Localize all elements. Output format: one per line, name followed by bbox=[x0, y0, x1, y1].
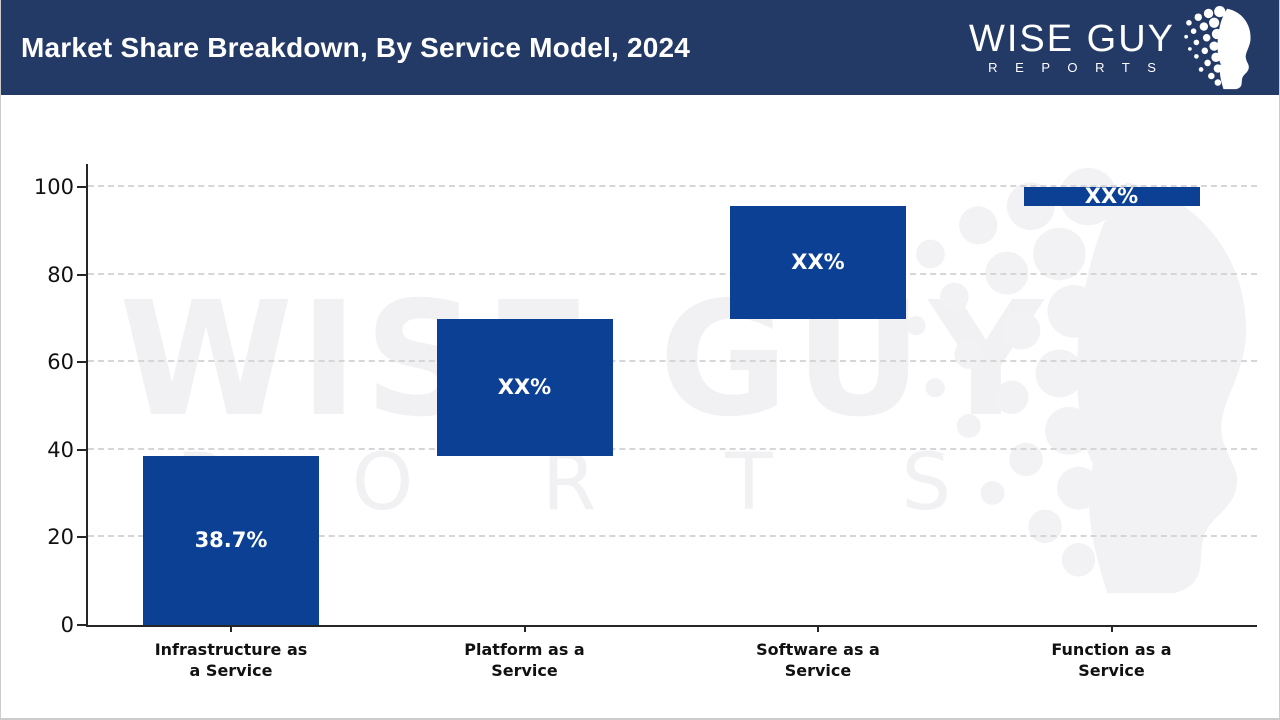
gridline bbox=[88, 185, 1257, 187]
watermark-face-icon bbox=[869, 168, 1269, 602]
gridline bbox=[88, 360, 1257, 363]
logo-subtitle: R E P O R T S bbox=[988, 60, 1163, 75]
bar: XX% bbox=[1023, 184, 1200, 209]
gridline bbox=[88, 272, 1257, 275]
y-tick-mark bbox=[77, 624, 86, 626]
x-tick-mark bbox=[230, 625, 232, 632]
y-axis-tick-label: 0 bbox=[60, 613, 74, 637]
x-axis-category-label: Function as a Service bbox=[1051, 640, 1172, 680]
y-axis-tick-label: 80 bbox=[47, 262, 74, 287]
chart-area: 0 20 40 60 80 100 38.7% Infrastructure as a Ser… bbox=[34, 164, 1257, 680]
y-tick-mark bbox=[77, 361, 86, 364]
y-tick-mark bbox=[77, 448, 86, 451]
y-axis-tick-label: 100 bbox=[33, 175, 74, 199]
logo-name: WISE GUY bbox=[968, 18, 1175, 60]
x-axis-line bbox=[86, 625, 1257, 627]
logo-text: WISE GUY R E P O R T S bbox=[969, 20, 1175, 75]
bar: 38.7% bbox=[143, 455, 319, 625]
y-tick-mark bbox=[77, 186, 86, 188]
page-title: Market Share Breakdown, By Service Model… bbox=[21, 31, 691, 63]
y-tick-mark bbox=[77, 273, 86, 276]
gridline bbox=[88, 447, 1257, 450]
gridline bbox=[88, 535, 1257, 538]
bar-value-label: XX% bbox=[791, 250, 845, 275]
y-axis-tick-label: 40 bbox=[47, 437, 74, 462]
x-axis-category-label: Infrastructure as a Service bbox=[154, 640, 308, 680]
bar-value-label: XX% bbox=[497, 375, 552, 400]
logo-face-icon bbox=[1177, 5, 1255, 90]
y-axis-tick-label: 60 bbox=[47, 350, 74, 375]
y-axis-line bbox=[86, 164, 88, 625]
x-tick-mark bbox=[1110, 625, 1113, 632]
x-axis-category-label: Platform as a Service bbox=[464, 640, 585, 680]
bar-value-label: XX% bbox=[1084, 184, 1139, 209]
header-bar: Market Share Breakdown, By Service Model… bbox=[1, 0, 1279, 95]
bar: XX% bbox=[436, 318, 613, 456]
x-axis-category-label: Software as a Service bbox=[756, 640, 880, 680]
bar-value-label: 38.7% bbox=[194, 528, 268, 553]
bar: XX% bbox=[730, 205, 906, 319]
y-tick-mark bbox=[77, 536, 86, 539]
x-tick-mark bbox=[523, 625, 526, 632]
x-tick-mark bbox=[817, 625, 819, 632]
y-axis-tick-label: 20 bbox=[47, 525, 74, 550]
wiseguy-logo: WISE GUY R E P O R T S bbox=[969, 5, 1255, 90]
